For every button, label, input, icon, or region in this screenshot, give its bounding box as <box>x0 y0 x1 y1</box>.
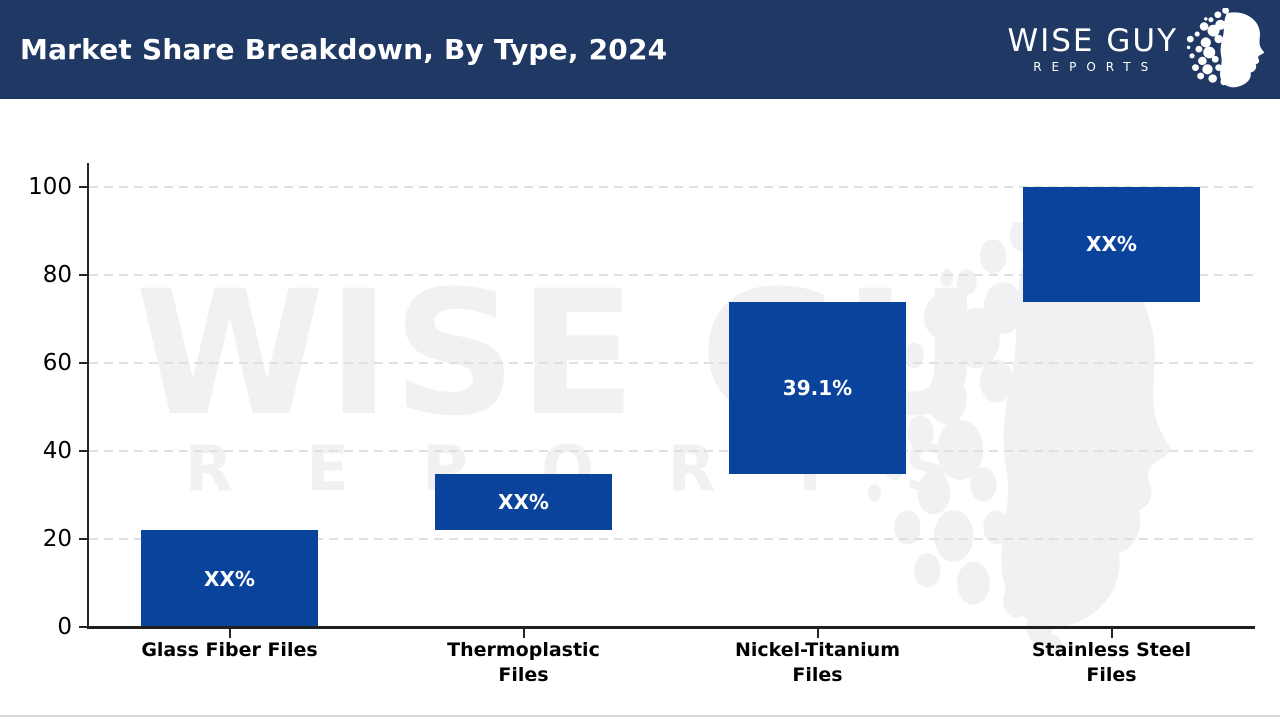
logo-brand-subtitle: REPORTS <box>1033 60 1159 74</box>
y-tick-label: 20 <box>42 526 72 552</box>
x-tick-mark <box>816 629 819 638</box>
x-category-label: Thermoplastic Files <box>447 639 600 687</box>
x-tick-mark <box>1110 629 1113 638</box>
y-tick-mark <box>79 362 88 364</box>
y-tick-label: 100 <box>28 174 72 200</box>
x-category-label: Nickel-Titanium Files <box>734 639 901 687</box>
y-gridline <box>89 362 1253 364</box>
y-tick-mark <box>79 274 88 276</box>
y-tick-label: 0 <box>57 614 72 640</box>
logo-brand-name: WISE GUY <box>1007 23 1178 59</box>
x-tick-mark <box>522 629 525 638</box>
waterfall-bar: XX% <box>141 530 318 627</box>
waterfall-bar: XX% <box>1023 187 1200 302</box>
wiseguy-face-logo-icon <box>1186 7 1265 87</box>
y-gridline <box>89 186 1253 188</box>
y-tick-label: 60 <box>42 350 72 376</box>
bar-value-label: XX% <box>498 490 549 515</box>
header-bar: Market Share Breakdown, By Type, 2024 WI… <box>0 0 1280 99</box>
wiseguy-logo: WISE GUY REPORTS <box>1007 7 1280 92</box>
waterfall-bar: 39.1% <box>729 301 906 474</box>
y-tick-label: 80 <box>42 262 72 288</box>
page-title: Market Share Breakdown, By Type, 2024 <box>20 33 668 66</box>
x-category-label: Glass Fiber Files <box>141 639 318 661</box>
bar-value-label: 39.1% <box>782 375 853 400</box>
wiseguy-logo-text: WISE GUY REPORTS <box>1007 23 1178 74</box>
y-axis-spine <box>87 163 89 628</box>
y-gridline <box>89 450 1253 452</box>
waterfall-bar: XX% <box>435 473 612 531</box>
y-tick-mark <box>79 626 88 628</box>
y-gridline <box>89 538 1253 540</box>
footer-divider <box>0 715 1280 717</box>
y-tick-mark <box>79 186 88 188</box>
x-category-label: Stainless Steel Files <box>1031 639 1192 687</box>
y-tick-mark <box>79 538 88 540</box>
bar-value-label: XX% <box>204 566 255 591</box>
wiseguy-face-watermark-icon <box>867 222 1172 652</box>
y-tick-label: 40 <box>42 438 72 464</box>
y-gridline <box>89 274 1253 276</box>
bar-value-label: XX% <box>1086 232 1137 257</box>
x-tick-mark <box>228 629 231 638</box>
y-tick-mark <box>79 450 88 452</box>
x-axis-spine <box>87 626 1255 629</box>
